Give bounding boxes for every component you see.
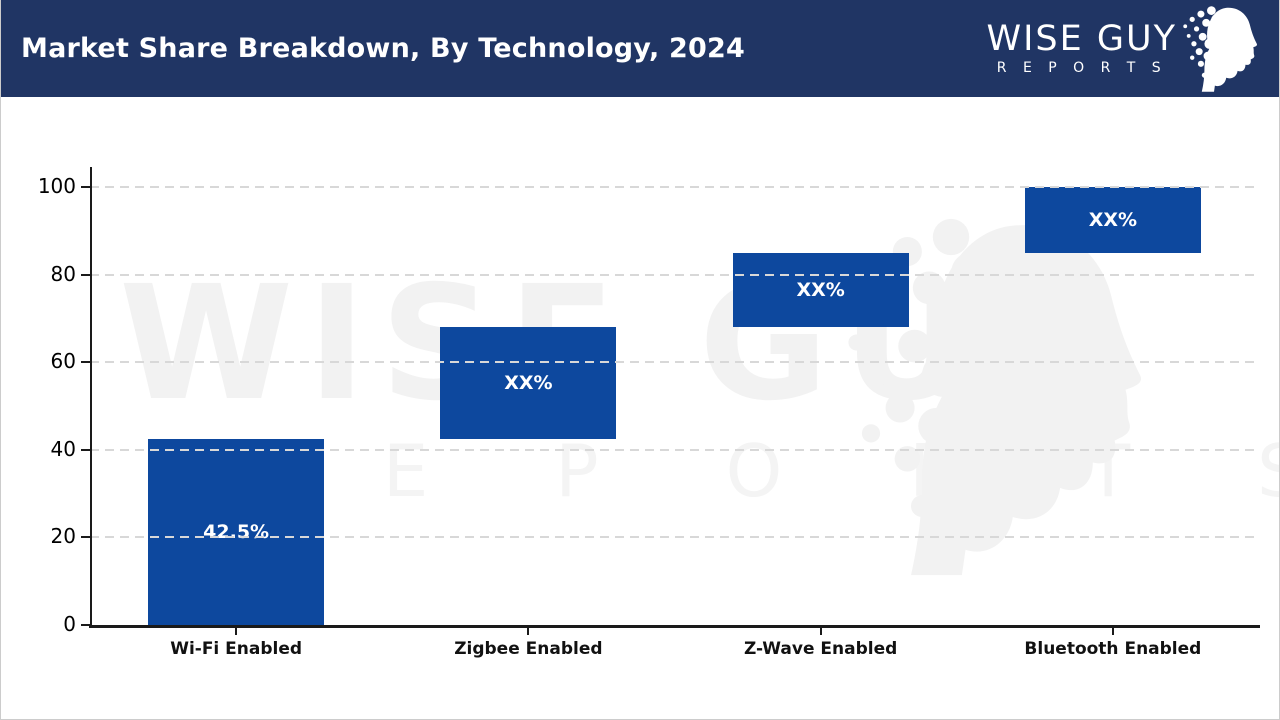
logo-wordmark: WISE GUY <box>986 19 1177 60</box>
y-tick-mark <box>81 536 90 539</box>
bars-layer: 42.5% XX% XX% XX% <box>1 97 1279 718</box>
y-tick-label: 60 <box>50 349 76 374</box>
y-tick-label: 100 <box>37 174 76 198</box>
bar: XX% <box>440 327 617 439</box>
y-tick-mark <box>81 361 90 364</box>
page-title: Market Share Breakdown, By Technology, 2… <box>21 33 746 64</box>
y-tick-mark <box>81 448 90 451</box>
gridline <box>90 273 1259 276</box>
header: Market Share Breakdown, By Technology, 2… <box>1 0 1279 97</box>
y-tick-mark <box>81 273 90 276</box>
gridline <box>90 186 1259 188</box>
y-tick-label: 20 <box>50 524 76 549</box>
x-tick-label: Bluetooth Enabled <box>1024 639 1202 659</box>
gridline <box>90 448 1259 451</box>
x-tick-label: Wi-Fi Enabled <box>170 639 303 659</box>
axes-layer: Wi-Fi Enabled Zigbee Enabled Z-Wave Enable… <box>1 97 1279 718</box>
logo-head-icon <box>1183 5 1258 92</box>
y-axis-line <box>90 167 92 627</box>
x-axis-line <box>89 625 1260 628</box>
bar-value-label: XX% <box>796 278 845 301</box>
bar: XX% <box>732 252 909 328</box>
y-tick-mark <box>81 186 90 188</box>
logo-subtitle: R E P O R T S <box>996 59 1167 76</box>
bar-value-label: XX% <box>504 372 553 394</box>
x-tick-mark <box>235 627 238 635</box>
x-tick-label: Zigbee Enabled <box>454 639 603 659</box>
bar: XX% <box>1024 187 1201 253</box>
gridline <box>90 536 1259 539</box>
y-tick-label: 80 <box>50 261 76 286</box>
y-tick-label: 0 <box>63 612 76 636</box>
y-tick-label: 40 <box>50 436 76 461</box>
logo: WISE GUY R E P O R T S <box>986 5 1269 93</box>
x-tick-mark <box>819 627 822 635</box>
x-tick-label: Z-Wave Enabled <box>743 639 898 659</box>
gridline <box>90 361 1259 364</box>
x-tick-mark <box>1111 627 1114 635</box>
bar-value-label: XX% <box>1088 208 1138 231</box>
x-tick-mark <box>527 627 530 635</box>
y-tick-mark <box>81 624 90 626</box>
waterfall-chart: WISE GUY R E P O R T S 42.5%XX%XX%XX% Wi… <box>1 97 1279 718</box>
logo-text: WISE GUY R E P O R T S <box>986 21 1177 76</box>
